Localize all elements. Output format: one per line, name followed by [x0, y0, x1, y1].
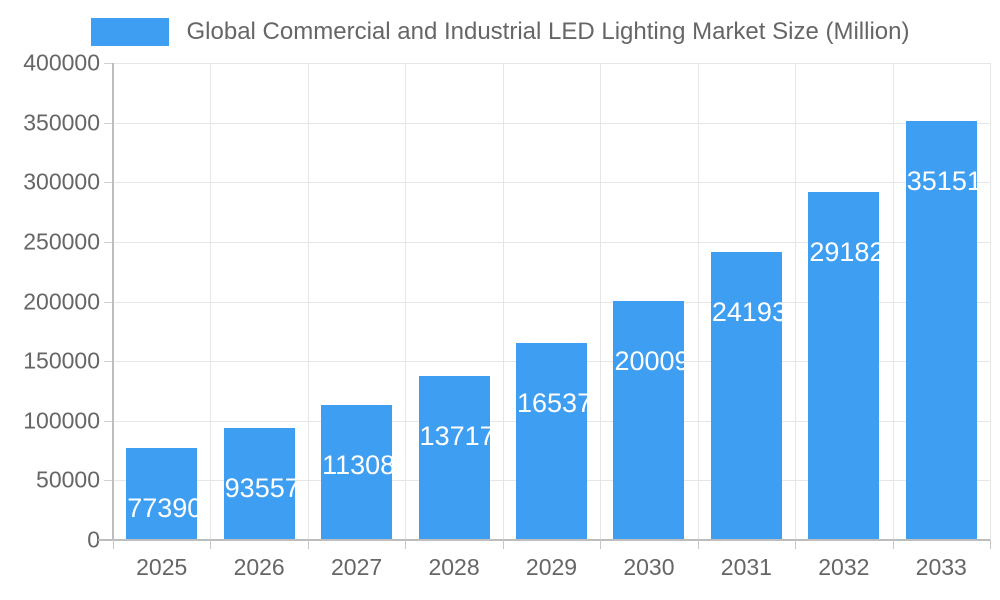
gridline-horizontal [113, 182, 990, 184]
bar[interactable]: 93557 [223, 428, 295, 540]
y-axis-tick-label: 150000 [23, 347, 100, 374]
bar-value-label: 113089 [322, 450, 393, 481]
y-axis-tick-mark [104, 63, 113, 64]
x-axis-tick-label: 2029 [525, 554, 578, 580]
y-axis-tick-label: 300000 [23, 168, 100, 195]
x-axis-tick-label: 2031 [720, 554, 772, 580]
bar-value-label: 77390 [127, 492, 198, 523]
x-axis-line [98, 539, 990, 541]
gridline-vertical [600, 63, 601, 540]
bar-value-label: 351517 [906, 165, 977, 196]
x-axis-tick-mark [308, 540, 309, 549]
x-axis-tick-mark [210, 540, 211, 549]
bar[interactable]: 291825 [808, 192, 880, 540]
gridline-vertical [990, 63, 991, 540]
y-axis-tick-label: 350000 [23, 109, 100, 136]
bar[interactable]: 351517 [905, 120, 977, 540]
bar[interactable]: 137175 [418, 376, 490, 540]
legend-label: Global Commercial and Industrial LED Lig… [186, 18, 910, 45]
x-axis-tick-label: 2030 [623, 554, 675, 580]
y-axis-tick-mark [104, 480, 113, 482]
x-axis-tick-label: 2026 [233, 554, 285, 580]
gridline-vertical [503, 63, 504, 540]
bar[interactable]: 165378 [516, 342, 587, 540]
gridline-horizontal [113, 301, 990, 303]
bar-value-label: 200094 [614, 346, 685, 377]
x-axis-tick-mark [405, 540, 406, 549]
bar-value-label: 241939 [711, 296, 782, 327]
x-axis-tick-label: 2028 [428, 554, 480, 580]
gridline-horizontal [113, 63, 990, 64]
y-axis-tick-label: 100000 [23, 407, 100, 434]
x-axis-tick-label: 2033 [915, 554, 967, 580]
x-axis-tick-mark [990, 540, 991, 549]
y-axis-tick-mark [104, 122, 113, 124]
bar-value-label: 165378 [517, 387, 587, 418]
bar[interactable]: 200094 [613, 301, 685, 540]
plot-area: 77390 93557 113089 137175 165378 200094 241939… [113, 63, 991, 541]
gridline-vertical [210, 63, 211, 540]
bar-value-label: 291825 [809, 237, 880, 267]
y-axis-tick-mark [104, 241, 113, 243]
bar-value-label: 137175 [419, 421, 490, 452]
y-axis-tick-label: 400000 [23, 49, 100, 76]
legend-color-swatch[interactable] [90, 18, 169, 46]
y-axis-tick-mark [104, 361, 113, 363]
x-axis-tick-mark [113, 540, 114, 549]
chart-legend[interactable]: Global Commercial and Industrial LED Lig… [0, 12, 1000, 52]
bar[interactable]: 77390 [126, 447, 198, 540]
x-axis-tick-mark [600, 540, 601, 549]
y-axis-tick-label: 0 [87, 526, 100, 553]
y-axis-tick-label: 50000 [36, 466, 100, 493]
gridline-vertical [893, 63, 894, 540]
gridline-vertical [405, 63, 406, 540]
gridline-vertical [795, 63, 796, 540]
x-axis-tick-mark [698, 540, 699, 549]
bar[interactable]: 113089 [321, 405, 393, 540]
bar-value-label: 93557 [224, 473, 295, 504]
y-axis-tick-mark [104, 301, 113, 303]
y-axis-tick-label: 200000 [23, 288, 100, 314]
x-axis-tick-label: 2025 [136, 554, 188, 580]
bar[interactable]: 241939 [710, 251, 782, 540]
x-axis-tick-label: 2032 [818, 554, 870, 580]
gridline-vertical [698, 63, 699, 540]
gridline-vertical [308, 63, 309, 540]
y-axis-tick-mark [104, 182, 113, 184]
x-axis-tick-mark [503, 540, 504, 549]
y-axis-tick-mark [104, 420, 113, 422]
gridline-horizontal [113, 122, 990, 124]
x-axis-tick-mark [893, 540, 894, 549]
gridline-horizontal [113, 241, 990, 243]
y-axis-line [112, 63, 114, 541]
y-axis-tick-label: 250000 [23, 228, 100, 255]
x-axis-tick-label: 2027 [331, 554, 383, 580]
x-axis-tick-mark [795, 540, 796, 549]
